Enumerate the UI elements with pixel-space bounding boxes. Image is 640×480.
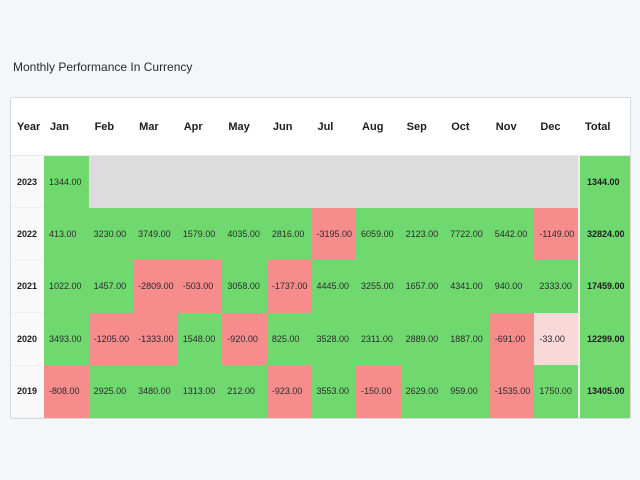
month-cell-jan-2023: 1344.00 (44, 155, 89, 208)
month-cell-dec-2020: -33.00 (534, 312, 579, 366)
month-cell-sep-2019: 2629.00 (400, 365, 446, 418)
column-header-nov: Nov (489, 98, 535, 156)
month-cell-feb-2020: -1205.00 (88, 312, 134, 366)
month-cell-sep-2023 (400, 155, 446, 208)
month-cell-may-2023 (222, 155, 267, 208)
column-header-jul: Jul (311, 98, 357, 156)
table-row-2019: 2019 -808.00 2925.00 3480.00 1313.00 212.00 -9… (11, 365, 630, 418)
month-cell-aug-2022: 6059.00 (356, 207, 401, 261)
table-row-2021: 2021 1022.00 1457.00 -2809.00 -503.00 3058.00… (11, 260, 630, 314)
month-cell-jul-2019: 3553.00 (311, 365, 357, 418)
year-cell-2020: 2020 (11, 312, 44, 366)
month-cell-mar-2019: 3480.00 (133, 365, 178, 418)
month-cell-nov-2023 (489, 155, 535, 208)
year-cell-2023: 2023 (11, 155, 44, 209)
month-cell-jul-2021: 4445.00 (311, 260, 357, 313)
month-cell-jun-2019: -923.00 (266, 365, 312, 418)
column-header-sep: Sep (400, 98, 446, 156)
month-cell-sep-2020: 2889.00 (400, 312, 446, 366)
month-cell-dec-2021: 2333.00 (534, 260, 579, 313)
month-cell-nov-2021: 940.00 (489, 260, 535, 313)
column-header-total: Total (579, 98, 630, 156)
column-header-jun: Jun (266, 98, 312, 156)
month-cell-may-2022: 4035.00 (222, 207, 267, 261)
month-cell-aug-2020: 2311.00 (356, 312, 401, 366)
month-cell-apr-2019: 1313.00 (177, 365, 223, 418)
month-cell-jun-2023 (266, 155, 312, 208)
month-cell-dec-2019: 1750.00 (534, 365, 579, 418)
month-cell-may-2019: 212.00 (222, 365, 267, 418)
table-row-2020: 2020 3493.00 -1205.00 -1333.00 1548.00 -920.0… (11, 312, 630, 366)
month-cell-aug-2023 (356, 155, 401, 208)
column-header-year: Year (11, 98, 44, 156)
column-header-may: May (222, 98, 267, 156)
column-header-aug: Aug (356, 98, 401, 156)
month-cell-jan-2019: -808.00 (44, 365, 89, 418)
month-cell-may-2021: 3058.00 (222, 260, 267, 313)
month-cell-dec-2023 (534, 155, 579, 208)
month-cell-nov-2019: -1535.00 (489, 365, 535, 418)
table-header-row: Year Jan Feb Mar Apr May Jun Jul Aug Sep Oct Nov Dec… (11, 98, 630, 156)
month-cell-jul-2020: 3528.00 (311, 312, 357, 366)
month-cell-mar-2021: -2809.00 (133, 260, 178, 313)
table-body: 2023 1344.00 1344.00 2022 413.00 3230.00 3749.… (11, 155, 630, 418)
total-cell-2023: 1344.00 (578, 155, 630, 208)
month-cell-apr-2022: 1579.00 (177, 207, 223, 261)
month-cell-oct-2019: 959.00 (445, 365, 490, 418)
year-cell-2021: 2021 (11, 260, 44, 314)
column-header-dec: Dec (534, 98, 579, 156)
month-cell-sep-2022: 2123.00 (400, 207, 446, 261)
month-cell-feb-2021: 1457.00 (88, 260, 134, 313)
page-title: Monthly Performance In Currency (13, 60, 193, 74)
month-cell-mar-2023 (133, 155, 178, 208)
month-cell-jul-2023 (311, 155, 357, 208)
total-cell-2021: 17459.00 (578, 260, 630, 313)
month-cell-jun-2021: -1737.00 (266, 260, 312, 313)
month-cell-dec-2022: -1149.00 (534, 207, 579, 261)
month-cell-apr-2020: 1548.00 (177, 312, 223, 366)
month-cell-feb-2022: 3230.00 (88, 207, 134, 261)
month-cell-nov-2020: -691.00 (489, 312, 535, 366)
table-row-2022: 2022 413.00 3230.00 3749.00 1579.00 4035.00 28… (11, 207, 630, 261)
column-header-jan: Jan (44, 98, 89, 156)
month-cell-sep-2021: 1657.00 (400, 260, 446, 313)
month-cell-jun-2020: 825.00 (266, 312, 312, 366)
month-cell-oct-2020: 1887.00 (445, 312, 490, 366)
total-cell-2020: 12299.00 (578, 312, 630, 366)
monthly-performance-table: Year Jan Feb Mar Apr May Jun Jul Aug Sep Oct Nov Dec… (11, 98, 630, 418)
column-header-feb: Feb (88, 98, 134, 156)
month-cell-aug-2019: -150.00 (356, 365, 401, 418)
month-cell-oct-2022: 7722.00 (445, 207, 490, 261)
month-cell-feb-2023 (88, 155, 134, 208)
month-cell-apr-2023 (177, 155, 223, 208)
month-cell-may-2020: -920.00 (222, 312, 267, 366)
month-cell-mar-2022: 3749.00 (133, 207, 178, 261)
month-cell-jun-2022: 2816.00 (266, 207, 312, 261)
monthly-performance-card: Year Jan Feb Mar Apr May Jun Jul Aug Sep Oct Nov Dec… (10, 97, 631, 419)
total-cell-2019: 13405.00 (578, 365, 630, 418)
year-cell-2019: 2019 (11, 365, 44, 418)
month-cell-feb-2019: 2925.00 (88, 365, 134, 418)
month-cell-oct-2021: 4341.00 (445, 260, 490, 313)
month-cell-aug-2021: 3255.00 (356, 260, 401, 313)
total-cell-2022: 32824.00 (578, 207, 630, 261)
column-header-apr: Apr (177, 98, 223, 156)
month-cell-nov-2022: 5442.00 (489, 207, 535, 261)
month-cell-jan-2020: 3493.00 (44, 312, 89, 366)
table-row-2023: 2023 1344.00 1344.00 (11, 155, 630, 209)
month-cell-oct-2023 (445, 155, 490, 208)
month-cell-mar-2020: -1333.00 (133, 312, 178, 366)
column-header-mar: Mar (133, 98, 178, 156)
column-header-oct: Oct (445, 98, 490, 156)
month-cell-apr-2021: -503.00 (177, 260, 223, 313)
month-cell-jan-2022: 413.00 (44, 207, 89, 261)
month-cell-jan-2021: 1022.00 (44, 260, 89, 313)
year-cell-2022: 2022 (11, 207, 44, 261)
month-cell-jul-2022: -3195.00 (311, 207, 357, 261)
